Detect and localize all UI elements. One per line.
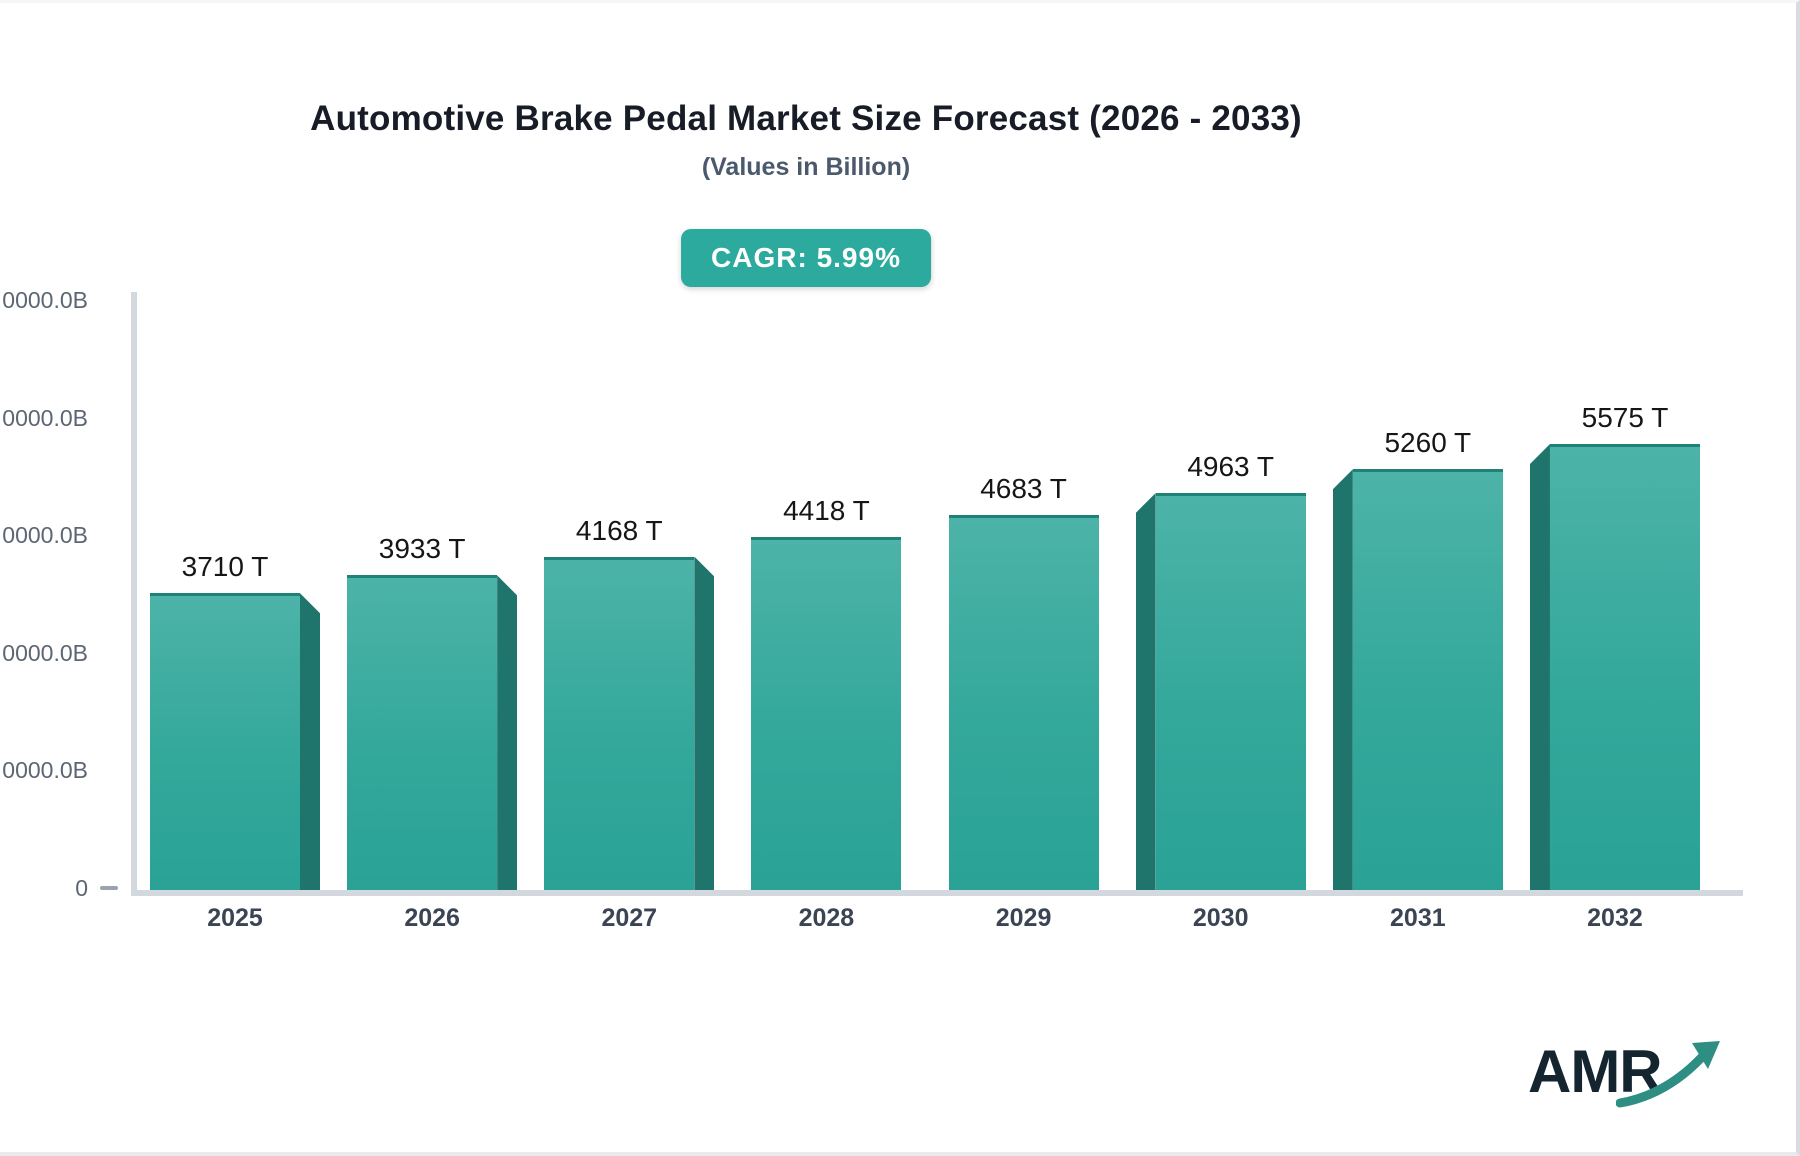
bar-side-face [1332,469,1353,890]
x-axis-label: 2025 [207,904,263,932]
x-axis-label: 2030 [1192,904,1249,932]
y-axis-tick-label: 0000.0B [2,522,88,549]
bar-value-label: 4963 T [1187,450,1275,482]
bar-2027[interactable] [544,556,695,890]
growth-arrow-icon [1616,1041,1720,1108]
x-axis-label: 2032 [1587,904,1643,932]
bar-2029[interactable] [948,515,1099,890]
x-axis-label: 2027 [601,904,658,932]
bar-value-label: 4418 T [783,494,870,526]
amr-logo: AMR [1528,1031,1720,1117]
bar-value-label: 4168 T [575,514,663,546]
bar-value-label: 3710 T [181,551,269,583]
bar-2032[interactable] [1549,444,1700,890]
x-axis-label: 2026 [404,904,460,932]
y-axis-tick-label: 0 [75,875,88,901]
y-axis-tick-label: 0000.0B [2,757,88,784]
bar-2026[interactable] [347,575,498,890]
y-axis-line [131,292,137,893]
bar-value-label: 5575 T [1581,402,1669,433]
bar-side-face [300,593,320,890]
bar-2031[interactable] [1352,469,1503,890]
bar-value-label: 5260 T [1384,427,1472,459]
y-axis-tick-label: 0000.0B [2,639,88,666]
bar-side-face [497,575,518,890]
x-axis-label: 2029 [995,904,1052,932]
y-axis-tick-label: 0000.0B [2,287,88,313]
bar-2025[interactable] [150,593,300,890]
x-axis-label: 2031 [1390,904,1446,932]
bar-side-face [694,556,715,890]
bar-side-face [1529,444,1550,890]
chart-title: Automotive Brake Pedal Market Size Forec… [310,99,1302,138]
zero-tick-mark [100,886,118,890]
bar-2028[interactable] [751,536,902,890]
x-axis-label: 2028 [798,904,855,932]
bar-2030[interactable] [1155,492,1306,890]
bar-side-face [1135,492,1156,890]
cagr-badge: CAGR: 5.99% [681,229,931,287]
x-axis-line [131,890,1743,896]
bar-value-label: 4683 T [980,473,1067,505]
bar-value-label: 3933 T [378,533,466,565]
chart-subtitle: (Values in Billion) [701,153,911,181]
y-axis-tick-label: 0000.0B [2,404,88,431]
